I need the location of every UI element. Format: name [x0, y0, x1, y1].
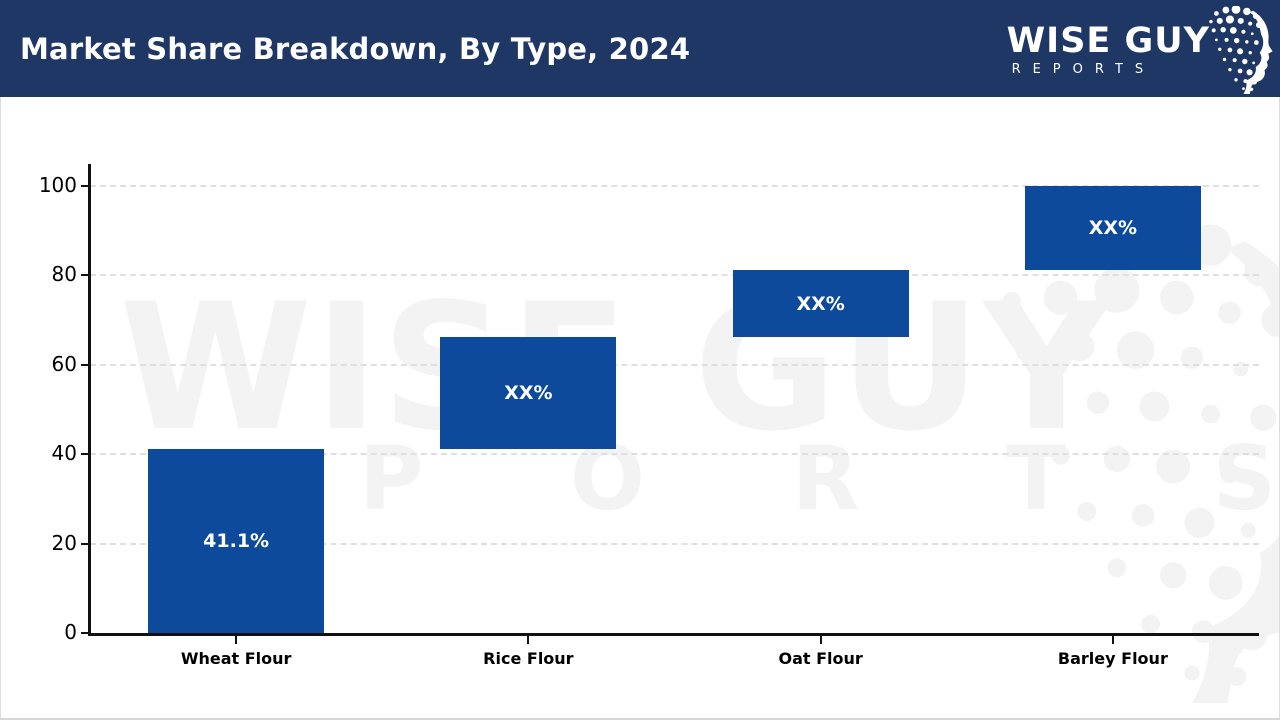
- x-tick-label-wheat-flour: Wheat Flour: [180, 649, 292, 668]
- chart-title: Market Share Breakdown, By Type, 2024: [20, 31, 691, 66]
- chart-area: WISE GUY P O R T S 0 20 40 60 80 100 41.1% Whea…: [0, 97, 1280, 720]
- bar-value-label: XX%: [1088, 217, 1138, 240]
- header-bar: Market Share Breakdown, By Type, 2024 WI…: [0, 0, 1280, 97]
- x-tick: [235, 635, 238, 644]
- logo-text: WISE GUY REPORTS: [1006, 21, 1210, 77]
- y-tick: [81, 542, 90, 545]
- x-tick: [819, 635, 822, 644]
- y-tick-label: 0: [64, 620, 77, 644]
- bar-rice-flour: XX%: [440, 336, 617, 450]
- y-axis-spine: [88, 163, 91, 635]
- bar-barley-flour: XX%: [1024, 186, 1201, 271]
- watermark-head-icon: [929, 215, 1280, 703]
- x-tick: [1111, 635, 1114, 644]
- y-tick: [81, 632, 90, 634]
- bar-wheat-flour: 41.1%: [148, 449, 325, 633]
- logo-subtitle: REPORTS: [1011, 62, 1156, 77]
- bar-oat-flour: XX%: [732, 270, 909, 337]
- bar-value-label: XX%: [504, 381, 553, 404]
- x-tick: [527, 635, 530, 644]
- y-tick: [81, 363, 90, 366]
- y-tick-label: 20: [51, 530, 77, 555]
- y-tick-label: 100: [38, 173, 77, 197]
- y-tick: [81, 453, 90, 456]
- bar-value-label: 41.1%: [203, 530, 270, 553]
- logo-wordmark: WISE GUY: [1006, 21, 1210, 61]
- gridline: [90, 185, 1259, 187]
- y-tick-label: 40: [51, 441, 77, 466]
- gridline: [90, 363, 1259, 366]
- x-tick-label-rice-flour: Rice Flour: [483, 649, 574, 668]
- wiseguy-logo: WISE GUY REPORTS: [1007, 4, 1274, 96]
- y-tick: [81, 185, 90, 187]
- y-tick-label: 60: [51, 351, 77, 376]
- gridline: [90, 453, 1259, 456]
- y-tick-label: 80: [51, 262, 77, 287]
- x-axis-spine: [88, 633, 1259, 636]
- bar-value-label: XX%: [796, 292, 845, 315]
- gridline: [90, 542, 1259, 545]
- gridline: [90, 274, 1259, 277]
- x-tick-label-oat-flour: Oat Flour: [778, 649, 863, 668]
- x-tick-label-barley-flour: Barley Flour: [1057, 649, 1168, 668]
- y-tick: [81, 274, 90, 277]
